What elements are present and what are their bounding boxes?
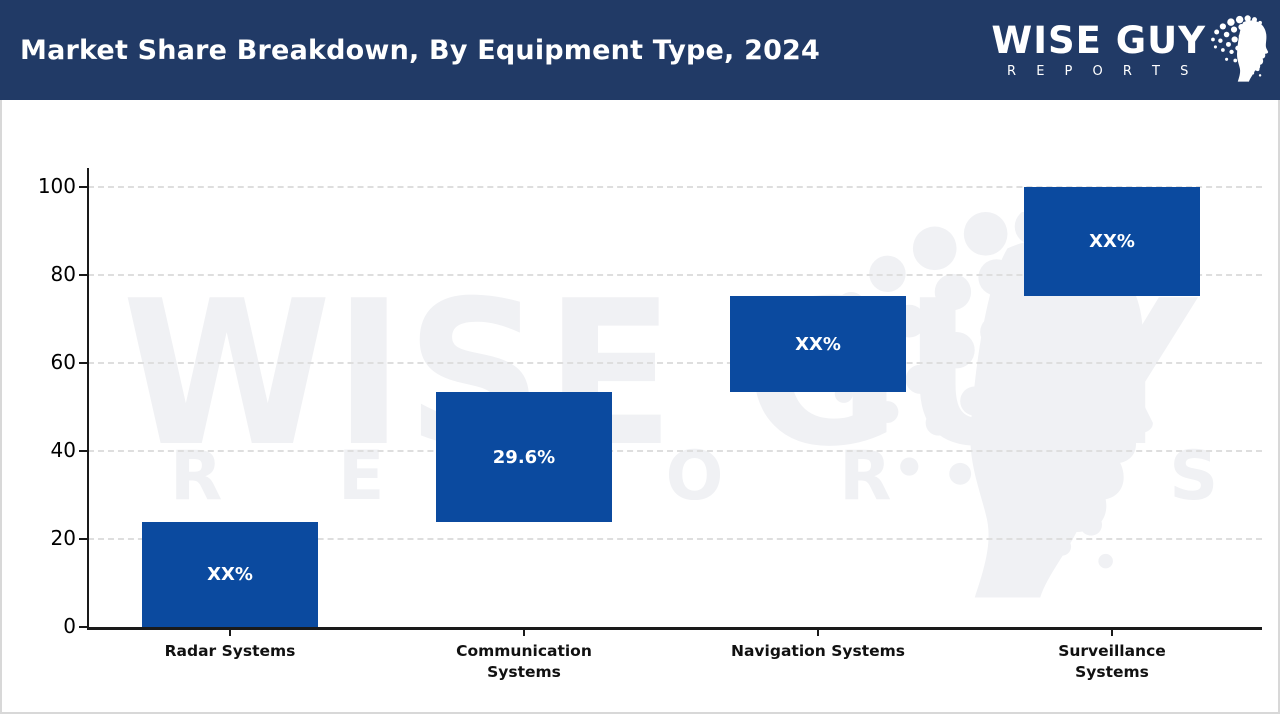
chart-plot-area: 0 20 40 60 80 100 XX% Radar Systems 29.6% Communi…: [0, 100, 1280, 720]
y-axis-tick: [79, 538, 87, 540]
page-title: Market Share Breakdown, By Equipment Typ…: [20, 34, 821, 66]
y-axis-line: [87, 168, 89, 629]
y-axis-tick-label: 40: [50, 438, 76, 462]
brand-name-text: WISE GUY: [991, 19, 1206, 62]
x-axis-label: Communication Systems: [456, 642, 592, 681]
brand-logo: WISE GUY R E P O R T S: [991, 6, 1270, 94]
bar-value-label: XX%: [207, 564, 253, 586]
y-gridline: [88, 450, 1262, 452]
y-gridline: [88, 186, 1262, 188]
y-axis-tick: [79, 362, 87, 364]
y-gridline: [88, 362, 1262, 364]
brand-subtitle-text: R E P O R T S: [1007, 64, 1197, 79]
y-axis-tick: [79, 274, 87, 276]
bar-value-label: XX%: [1089, 231, 1135, 253]
y-gridline: [88, 274, 1262, 276]
x-axis-tick: [1111, 629, 1113, 636]
x-axis-tick: [817, 629, 819, 636]
y-gridline: [88, 538, 1262, 540]
x-axis-line: [87, 627, 1262, 630]
bar-segment: XX%: [730, 296, 906, 393]
y-axis-tick-label: 80: [50, 262, 76, 286]
x-axis-label: Navigation Systems: [731, 642, 905, 660]
y-axis-tick: [79, 626, 87, 628]
y-axis-tick-label: 0: [63, 614, 76, 638]
y-axis-tick: [79, 186, 87, 188]
bar-segment: XX%: [1024, 187, 1200, 297]
bar-value-label: XX%: [795, 333, 841, 355]
bar-segment: 29.6%: [436, 392, 612, 523]
x-axis-tick: [229, 629, 231, 636]
wiseguy-head-icon: [1211, 15, 1269, 82]
y-axis-tick-label: 60: [50, 350, 76, 374]
bar-value-label: 29.6%: [492, 446, 556, 468]
x-axis-tick: [523, 629, 525, 636]
y-axis-tick-label: 100: [37, 174, 76, 198]
app-header: Market Share Breakdown, By Equipment Typ…: [0, 0, 1280, 100]
y-axis-tick-label: 20: [50, 526, 76, 550]
x-axis-label: Radar Systems: [164, 642, 296, 660]
bar-segment: XX%: [142, 522, 318, 627]
brand-wordmark: WISE GUY R E P O R T S: [991, 22, 1206, 78]
y-axis-tick: [79, 450, 87, 452]
x-axis-label: Surveillance Systems: [1058, 642, 1166, 681]
